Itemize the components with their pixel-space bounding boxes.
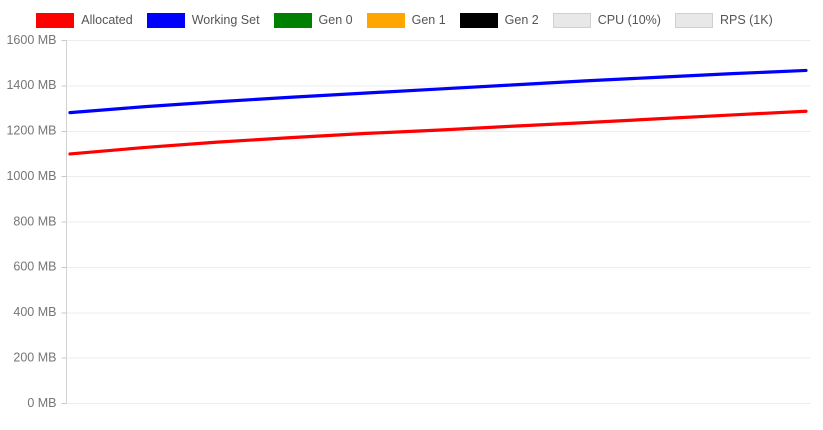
series-line-working-set [68, 68, 808, 115]
legend-item-label: Allocated [81, 12, 133, 27]
legend-item-label: Gen 1 [411, 12, 446, 27]
y-axis-tick-label: 0 MB [27, 396, 56, 410]
legend-item-allocated[interactable]: Allocated [36, 12, 133, 28]
legend-swatch-icon[interactable] [273, 12, 312, 28]
chart-plot-area: 0 MB 200 MB 400 MB 600 MB 800 MB 1000 MB 1200 … [0, 33, 823, 430]
legend-item-cpu-10[interactable]: CPU (10%) [552, 12, 661, 28]
y-axis-tick-label: 1400 MB [6, 78, 56, 92]
y-axis-tick-label: 400 MB [13, 305, 56, 319]
legend-swatch-icon[interactable] [674, 12, 713, 28]
legend-swatch-icon[interactable] [552, 12, 591, 28]
legend-item-gen-2[interactable]: Gen 2 [459, 12, 539, 28]
y-axis-tick-label: 200 MB [13, 350, 56, 364]
legend-item-label: Gen 2 [504, 12, 539, 27]
y-axis-tick-label: 1200 MB [6, 124, 56, 138]
legend-swatch-icon[interactable] [36, 12, 75, 28]
series-line-allocated [68, 109, 808, 156]
legend-swatch-icon[interactable] [146, 12, 185, 28]
legend-item-label: Working Set [191, 12, 260, 27]
legend-item-label: RPS (1K) [719, 12, 773, 27]
chart-svg: 0 MB 200 MB 400 MB 600 MB 800 MB 1000 MB 1200 … [6, 33, 811, 410]
y-axis-tick-label: 1600 MB [6, 33, 56, 47]
legend-item-label: Gen 0 [318, 12, 353, 27]
y-axis-tick-label: 1000 MB [6, 169, 56, 183]
legend-item-label: CPU (10%) [597, 12, 661, 27]
y-axis-tick-label: 600 MB [13, 260, 56, 274]
chart-legend: Allocated Working Set Gen 0 Gen 1 Gen 2 CPU (… [0, 0, 823, 40]
y-axis-tick-label: 800 MB [13, 214, 56, 228]
legend-item-rps-1k[interactable]: RPS (1K) [674, 12, 773, 28]
legend-item-working-set[interactable]: Working Set [146, 12, 260, 28]
legend-item-gen-0[interactable]: Gen 0 [273, 12, 353, 28]
legend-swatch-icon[interactable] [459, 12, 498, 28]
legend-swatch-icon[interactable] [366, 12, 405, 28]
legend-item-gen-1[interactable]: Gen 1 [366, 12, 446, 28]
